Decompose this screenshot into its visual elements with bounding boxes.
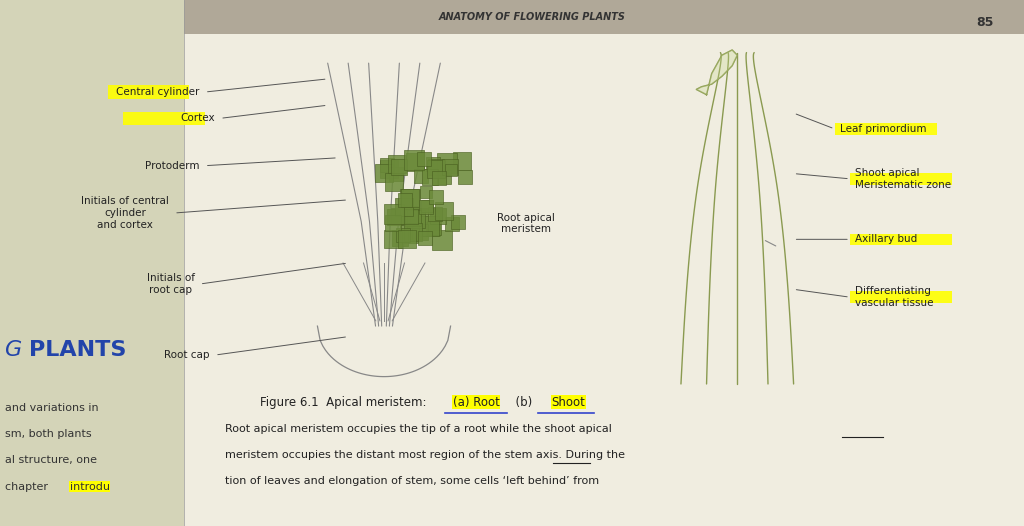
Point <box>401 195 418 204</box>
Point <box>439 159 456 167</box>
Text: Cortex: Cortex <box>180 113 215 124</box>
Point <box>406 214 422 222</box>
Point <box>457 173 473 181</box>
Point <box>435 173 452 181</box>
Point <box>425 225 441 233</box>
Point <box>401 210 418 219</box>
Point <box>394 231 411 240</box>
Point <box>386 178 402 186</box>
Point <box>425 160 441 169</box>
Bar <box>850 291 952 303</box>
Text: chapter: chapter <box>5 481 51 492</box>
Text: introdu: introdu <box>70 481 110 492</box>
Point <box>385 235 401 244</box>
Point <box>407 158 423 166</box>
Point <box>391 163 408 171</box>
Point <box>399 235 416 243</box>
Text: Initials of central
cylinder
and cortex: Initials of central cylinder and cortex <box>81 196 169 230</box>
Point <box>416 155 432 163</box>
Point <box>419 202 435 210</box>
Text: Shoot: Shoot <box>551 396 586 409</box>
Bar <box>123 112 205 125</box>
Bar <box>184 0 1024 34</box>
Text: al structure, one: al structure, one <box>5 455 97 466</box>
Point <box>387 213 403 221</box>
Text: and variations in: and variations in <box>5 402 98 413</box>
Point <box>417 234 433 242</box>
Point <box>392 234 409 242</box>
Text: Central cylinder: Central cylinder <box>117 87 200 97</box>
Point <box>442 165 459 174</box>
Point <box>421 222 437 230</box>
Point <box>413 171 429 180</box>
Point <box>400 229 417 238</box>
Text: PLANTS: PLANTS <box>29 340 126 360</box>
Bar <box>108 85 189 99</box>
Bar <box>850 234 952 245</box>
Text: ANATOMY OF FLOWERING PLANTS: ANATOMY OF FLOWERING PLANTS <box>439 12 626 22</box>
Text: Protoderm: Protoderm <box>145 160 200 171</box>
Text: (a) Root: (a) Root <box>453 396 500 409</box>
Point <box>428 193 444 201</box>
Text: Root apical
meristem: Root apical meristem <box>497 213 555 235</box>
Point <box>376 169 392 178</box>
Text: meristem occupies the distant most region of the stem axis. During the: meristem occupies the distant most regio… <box>225 450 626 460</box>
Bar <box>850 173 952 185</box>
Text: tion of leaves and elongation of stem, some cells ‘left behind’ from: tion of leaves and elongation of stem, s… <box>225 476 599 487</box>
Text: Figure 6.1  Apical meristem:: Figure 6.1 Apical meristem: <box>260 396 430 409</box>
Point <box>381 165 397 173</box>
Point <box>385 219 401 227</box>
Bar <box>835 123 937 135</box>
Point <box>431 174 447 182</box>
Point <box>402 194 419 203</box>
Point <box>442 163 459 171</box>
Point <box>435 207 452 215</box>
Point <box>379 161 395 170</box>
Text: Leaf primordium: Leaf primordium <box>840 124 926 134</box>
Point <box>408 215 424 224</box>
Text: G: G <box>5 340 30 360</box>
Text: Differentiating
vascular tissue: Differentiating vascular tissue <box>855 286 934 308</box>
Point <box>454 156 470 165</box>
Point <box>451 218 467 226</box>
Text: Root apical meristem occupies the tip of a root while the shoot apical: Root apical meristem occupies the tip of… <box>225 423 612 434</box>
Text: (b): (b) <box>508 396 537 409</box>
Point <box>396 203 413 211</box>
Point <box>430 211 446 220</box>
Point <box>428 165 444 173</box>
Point <box>412 227 428 236</box>
Text: Root cap: Root cap <box>165 350 210 360</box>
Bar <box>184 0 1024 526</box>
Point <box>406 156 422 165</box>
Text: Shoot apical
Meristematic zone: Shoot apical Meristematic zone <box>855 168 951 190</box>
Text: 85: 85 <box>976 16 993 28</box>
Point <box>444 220 461 228</box>
Point <box>428 163 444 171</box>
Point <box>389 159 406 168</box>
Point <box>418 188 434 196</box>
Point <box>412 213 428 221</box>
Point <box>396 196 413 204</box>
Point <box>434 236 451 245</box>
Point <box>427 210 443 218</box>
Text: sm, both plants: sm, both plants <box>5 429 92 439</box>
Point <box>418 203 434 211</box>
Text: Axillary bud: Axillary bud <box>855 234 918 245</box>
Point <box>387 170 403 179</box>
Point <box>406 228 422 236</box>
Text: Initials of
root cap: Initials of root cap <box>146 273 195 295</box>
Point <box>391 212 408 220</box>
Point <box>426 224 442 232</box>
Point <box>386 209 402 218</box>
Point <box>422 173 438 181</box>
Polygon shape <box>696 50 737 95</box>
